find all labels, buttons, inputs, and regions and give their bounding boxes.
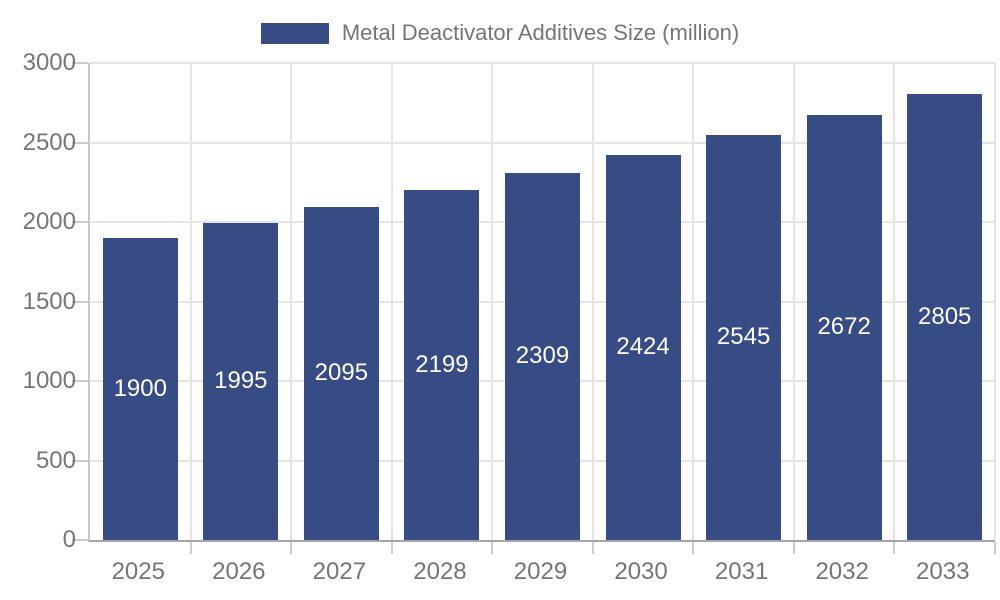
y-axis-tick bbox=[72, 62, 88, 64]
gridline-vertical bbox=[893, 63, 896, 540]
x-tick-label: 2032 bbox=[815, 558, 869, 585]
y-tick-label: 0 bbox=[62, 526, 76, 553]
y-tick-label: 3000 bbox=[22, 49, 76, 76]
bar[interactable]: 1995 bbox=[203, 222, 279, 540]
x-tick-label: 2027 bbox=[312, 558, 367, 585]
gridline-vertical bbox=[692, 63, 695, 540]
x-axis-tick bbox=[692, 542, 695, 554]
y-tick-label: 500 bbox=[35, 446, 76, 474]
y-axis-tick bbox=[72, 459, 88, 462]
gridline-vertical bbox=[290, 63, 293, 540]
legend-swatch bbox=[260, 22, 329, 44]
x-axis-tick bbox=[792, 542, 795, 554]
legend[interactable]: Metal Deactivator Additives Size (millio… bbox=[0, 20, 1000, 46]
y-axis-tick bbox=[72, 539, 88, 541]
bar[interactable]: 2199 bbox=[404, 190, 480, 540]
bar-value-label: 1995 bbox=[214, 367, 268, 395]
bar[interactable]: 2545 bbox=[706, 135, 782, 540]
bar[interactable]: 2672 bbox=[806, 115, 882, 540]
bar-value-label: 1900 bbox=[113, 374, 167, 402]
x-axis-tick bbox=[994, 542, 996, 554]
x-axis-tick bbox=[893, 542, 896, 554]
x-axis-tick bbox=[591, 542, 594, 554]
gridline-vertical bbox=[792, 63, 795, 540]
y-tick-label: 1000 bbox=[22, 367, 76, 394]
x-axis-tick bbox=[390, 542, 393, 554]
x-axis-tick bbox=[290, 542, 293, 554]
bar[interactable]: 1900 bbox=[102, 237, 178, 540]
x-tick-label: 2033 bbox=[916, 558, 970, 585]
gridline-horizontal bbox=[90, 62, 995, 64]
bar-value-label: 2672 bbox=[817, 313, 871, 341]
x-axis-tick bbox=[491, 542, 494, 554]
gridline-vertical bbox=[591, 63, 594, 540]
x-tick-label: 2030 bbox=[614, 558, 668, 585]
legend-label: Metal Deactivator Additives Size (millio… bbox=[341, 20, 740, 45]
y-tick-label: 2000 bbox=[22, 208, 76, 235]
bar-value-label: 2095 bbox=[314, 359, 369, 387]
bar-value-label: 2199 bbox=[415, 350, 469, 378]
x-tick-label: 2025 bbox=[111, 558, 165, 585]
y-axis-tick bbox=[72, 221, 88, 223]
gridline-vertical bbox=[994, 63, 996, 540]
gridline-vertical bbox=[491, 63, 494, 540]
y-axis-tick bbox=[72, 380, 88, 382]
gridline-vertical bbox=[189, 63, 192, 540]
gridline-vertical bbox=[390, 63, 393, 540]
y-tick-label: 1500 bbox=[22, 287, 76, 315]
bar[interactable]: 2309 bbox=[505, 172, 580, 540]
bar[interactable]: 2424 bbox=[605, 154, 681, 540]
x-tick-label: 2031 bbox=[714, 558, 769, 585]
y-axis-tick bbox=[72, 300, 88, 303]
bar-value-label: 2309 bbox=[515, 342, 570, 370]
plot-area: 1900 1995 2095 2199 2309 2424 2545 2672 2805 bbox=[72, 62, 996, 554]
x-tick-label: 2029 bbox=[513, 558, 568, 585]
bar-value-label: 2805 bbox=[918, 302, 972, 330]
x-tick-label: 2026 bbox=[212, 558, 266, 585]
y-axis-tick bbox=[72, 141, 88, 144]
bar-value-label: 2545 bbox=[716, 323, 771, 351]
y-tick-label: 2500 bbox=[22, 128, 76, 156]
bar[interactable]: 2805 bbox=[907, 94, 983, 540]
x-tick-label: 2028 bbox=[413, 558, 467, 585]
bar[interactable]: 2095 bbox=[303, 206, 379, 540]
x-axis-tick bbox=[189, 542, 192, 554]
gridline-horizontal bbox=[90, 141, 995, 144]
bar-value-label: 2424 bbox=[616, 333, 670, 361]
